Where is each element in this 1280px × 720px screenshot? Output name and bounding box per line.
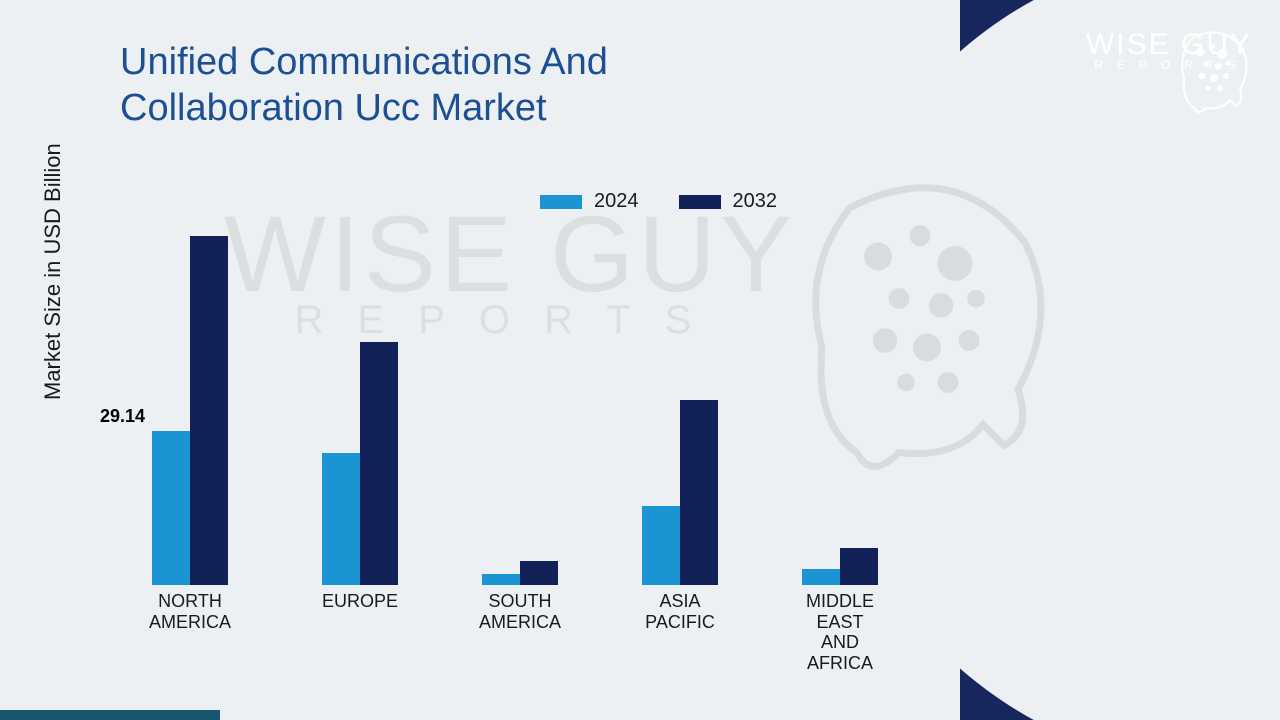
bar-2032: [840, 548, 878, 585]
page-title: Unified Communications And Collaboration…: [120, 40, 760, 131]
category-group: MIDDLEEASTANDAFRICA: [760, 548, 920, 585]
category-label: EUROPE: [280, 591, 440, 612]
category-label: ASIAPACIFIC: [600, 591, 760, 632]
chart-legend: 2024 2032: [540, 190, 777, 213]
bar-2024: [642, 506, 680, 585]
brand-logo: WISE GUY REPORTS: [1086, 28, 1252, 72]
chart-plot-area: 29.14NORTHAMERICAEUROPESOUTHAMERICAASIAP…: [110, 215, 930, 585]
legend-label-2024: 2024: [594, 190, 639, 213]
y-axis-label: Market Size in USD Billion: [40, 143, 66, 400]
legend-swatch-2024: [540, 195, 582, 209]
category-label: SOUTHAMERICA: [440, 591, 600, 632]
bar-2032: [520, 561, 558, 585]
bar-2024: [802, 569, 840, 585]
bottom-accent-strip: [0, 710, 220, 720]
bar-2024: [322, 453, 360, 585]
category-label: NORTHAMERICA: [110, 591, 270, 632]
bar-value-label: 29.14: [100, 406, 145, 427]
category-group: SOUTHAMERICA: [440, 561, 600, 585]
bar-2032: [190, 236, 228, 585]
bar-2032: [680, 400, 718, 585]
legend-swatch-2032: [679, 195, 721, 209]
legend-item-2024: 2024: [540, 190, 639, 213]
category-group: ASIAPACIFIC: [600, 400, 760, 585]
bar-2024: [152, 431, 190, 585]
category-label: MIDDLEEASTANDAFRICA: [760, 591, 920, 674]
bar-2024: [482, 574, 520, 585]
bar-2032: [360, 342, 398, 585]
category-group: EUROPE: [280, 342, 440, 585]
legend-label-2032: 2032: [733, 190, 778, 213]
logo-head-icon: [1172, 28, 1252, 118]
legend-item-2032: 2032: [679, 190, 778, 213]
category-group: 29.14NORTHAMERICA: [110, 236, 270, 585]
